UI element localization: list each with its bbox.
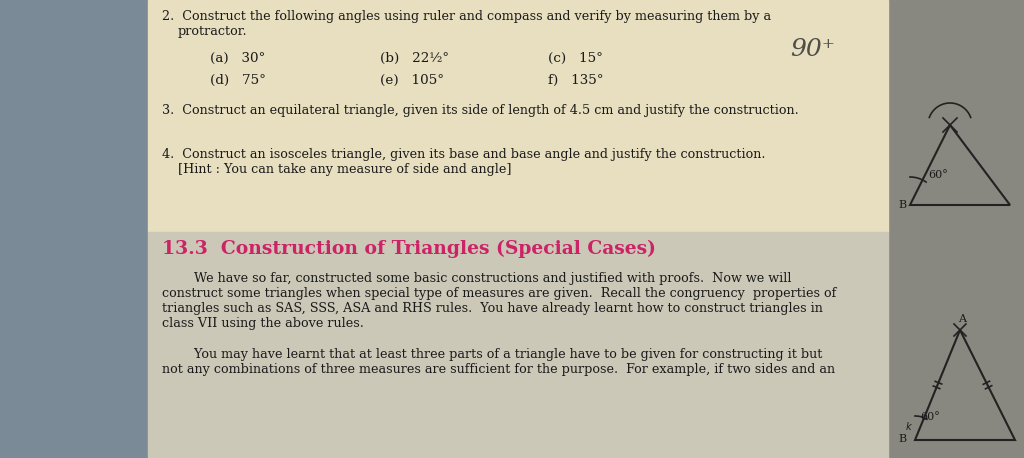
Text: [Hint : You can take any measure of side and angle]: [Hint : You can take any measure of side… xyxy=(178,163,512,176)
Bar xyxy=(148,232,888,458)
Text: triangles such as SAS, SSS, ASA and RHS rules.  You have already learnt how to c: triangles such as SAS, SSS, ASA and RHS … xyxy=(162,302,823,315)
Text: You may have learnt that at least three parts of a triangle have to be given for: You may have learnt that at least three … xyxy=(162,348,822,361)
Text: (a)   30°: (a) 30° xyxy=(210,52,265,65)
Text: We have so far, constructed some basic constructions and justified with proofs. : We have so far, constructed some basic c… xyxy=(162,272,792,285)
Text: k: k xyxy=(906,422,911,432)
Text: f)   135°: f) 135° xyxy=(548,74,603,87)
Text: B: B xyxy=(898,200,906,210)
Text: (e)   105°: (e) 105° xyxy=(380,74,444,87)
Bar xyxy=(0,0,148,458)
Text: (d)   75°: (d) 75° xyxy=(210,74,266,87)
Text: protractor.: protractor. xyxy=(178,25,248,38)
Text: B: B xyxy=(898,434,906,444)
Text: 60°: 60° xyxy=(920,412,940,422)
Text: 90⁺: 90⁺ xyxy=(790,38,835,61)
Text: construct some triangles when special type of measures are given.  Recall the co: construct some triangles when special ty… xyxy=(162,287,837,300)
Text: 60°: 60° xyxy=(928,170,948,180)
Text: 13.3  Construction of Triangles (Special Cases): 13.3 Construction of Triangles (Special … xyxy=(162,240,656,258)
Text: 3.  Construct an equilateral triangle, given its side of length of 4.5 cm and ju: 3. Construct an equilateral triangle, gi… xyxy=(162,104,799,117)
Text: class VII using the above rules.: class VII using the above rules. xyxy=(162,317,364,330)
Text: A: A xyxy=(958,314,966,324)
Text: (b)   22½°: (b) 22½° xyxy=(380,52,449,65)
Bar xyxy=(888,0,1024,458)
Text: not any combinations of three measures are sufficient for the purpose.  For exam: not any combinations of three measures a… xyxy=(162,363,836,376)
Text: 2.  Construct the following angles using ruler and compass and verify by measuri: 2. Construct the following angles using … xyxy=(162,10,771,23)
Text: 4.  Construct an isosceles triangle, given its base and base angle and justify t: 4. Construct an isosceles triangle, give… xyxy=(162,148,766,161)
Bar xyxy=(148,0,888,232)
Text: (c)   15°: (c) 15° xyxy=(548,52,603,65)
